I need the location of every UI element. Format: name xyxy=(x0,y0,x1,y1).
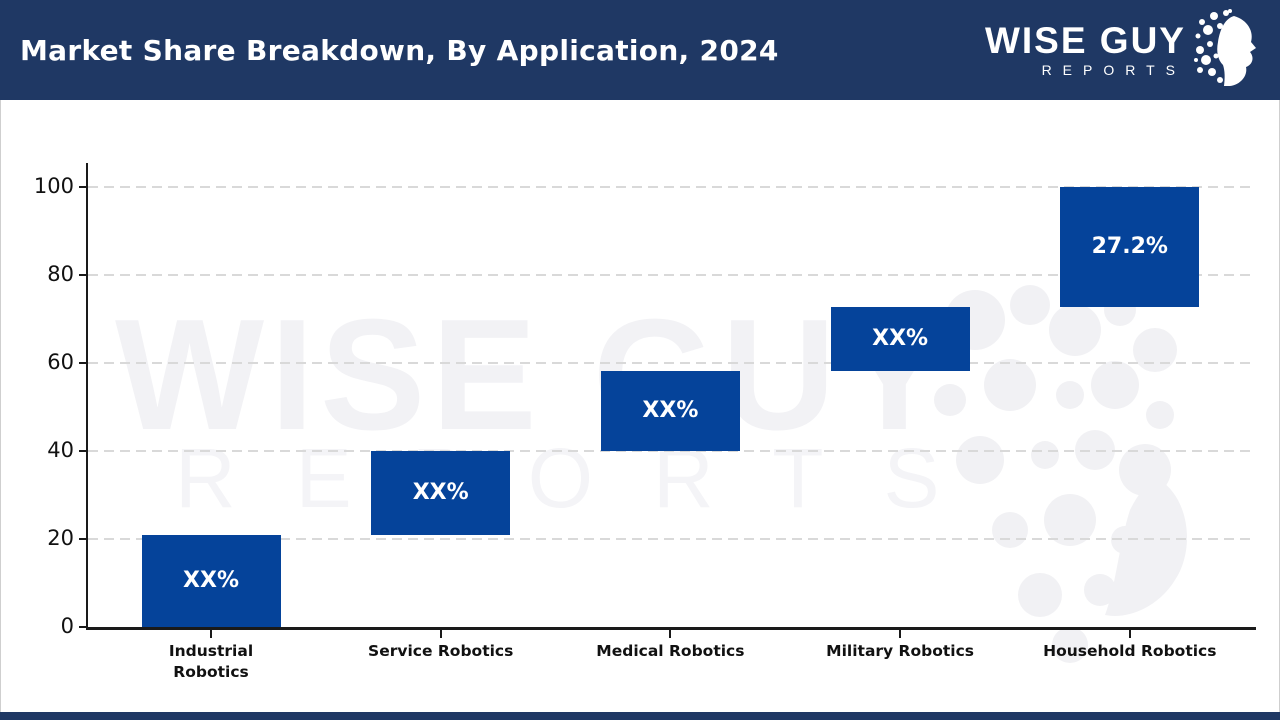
x-axis-line xyxy=(86,627,1256,630)
bar: XX% xyxy=(830,306,970,371)
y-tick-mark xyxy=(79,450,87,452)
x-category-label: Industrial Robotics xyxy=(168,642,254,681)
logo-text: WISE GUY REPORTS xyxy=(984,19,1186,78)
bar-value-label: XX% xyxy=(183,568,239,594)
x-tick-mark xyxy=(899,630,902,638)
logo-wordmark: WISE GUY xyxy=(984,19,1186,61)
grid-line xyxy=(88,186,1255,188)
bar-value-label: XX% xyxy=(642,398,699,424)
x-category-label: Medical Robotics xyxy=(596,642,745,660)
footer-bar xyxy=(0,712,1280,720)
logo-head-icon xyxy=(1194,9,1256,86)
y-tick-label: 60 xyxy=(47,350,74,374)
grid-line xyxy=(88,450,1255,452)
bar: 27.2% xyxy=(1060,187,1200,307)
x-category-label: Service Robotics xyxy=(368,642,514,660)
x-tick-mark xyxy=(210,630,212,638)
grid-line xyxy=(88,538,1255,540)
y-tick-label: 100 xyxy=(33,174,74,198)
watermark: WISE GUY REPORTS xyxy=(0,100,1280,712)
x-category-label: Military Robotics xyxy=(826,642,975,660)
y-tick-label: 20 xyxy=(47,526,74,550)
bar: XX% xyxy=(141,534,281,627)
bar-value-label: XX% xyxy=(872,326,929,352)
header-bar: Market Share Breakdown, By Application, … xyxy=(0,0,1280,100)
y-tick-mark xyxy=(79,186,87,188)
bar-value-label: 27.2% xyxy=(1091,234,1168,260)
y-tick-mark xyxy=(79,362,87,364)
bar: XX% xyxy=(600,370,740,451)
watermark-subtext: REPORTS xyxy=(175,431,1000,525)
x-tick-mark xyxy=(1128,630,1131,638)
watermark-wordmark: WISE GUY xyxy=(115,287,954,463)
bar-value-label: XX% xyxy=(412,480,469,506)
x-category-label: Household Robotics xyxy=(1043,642,1217,660)
y-tick-label: 80 xyxy=(47,262,74,286)
logo-subtext: REPORTS xyxy=(1041,61,1186,78)
wise-guy-logo: WISE GUY REPORTS xyxy=(985,8,1280,92)
grid-line xyxy=(88,362,1255,364)
x-tick-mark xyxy=(439,630,442,638)
y-axis-line xyxy=(86,163,88,629)
y-tick-mark xyxy=(79,538,87,540)
x-tick-mark xyxy=(669,630,672,638)
y-tick-label: 40 xyxy=(47,438,74,462)
y-tick-mark xyxy=(79,626,87,628)
grid-line xyxy=(88,274,1255,276)
y-tick-mark xyxy=(79,274,87,276)
y-tick-label: 0 xyxy=(60,614,74,638)
chart-title: Market Share Breakdown, By Application, … xyxy=(20,33,779,67)
bar: XX% xyxy=(371,451,511,535)
